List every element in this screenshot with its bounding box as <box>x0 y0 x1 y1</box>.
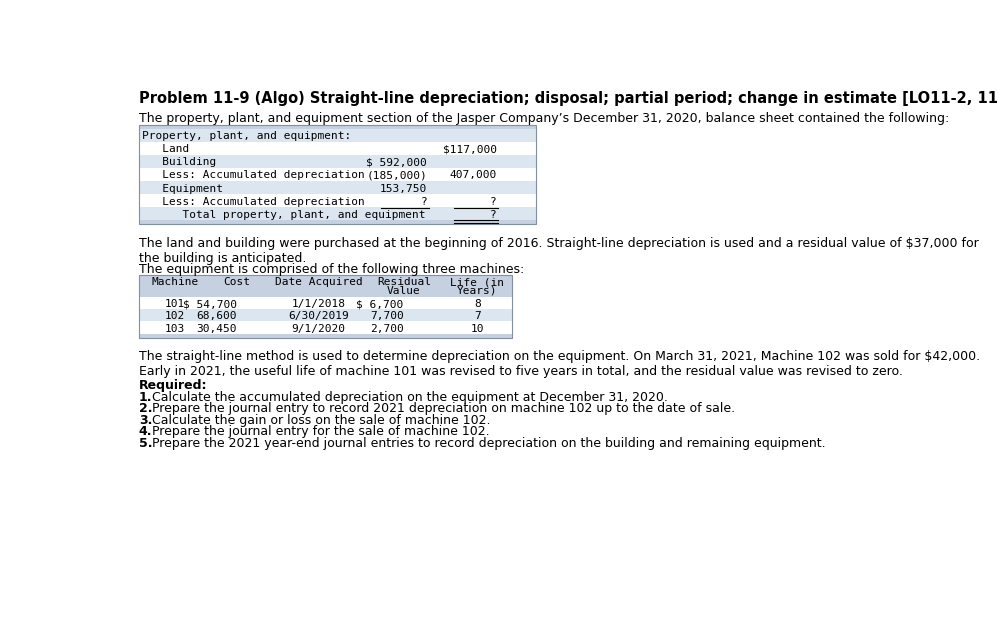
Text: 9/1/2020: 9/1/2020 <box>291 324 345 334</box>
Text: Cost: Cost <box>224 278 250 288</box>
Text: ?: ? <box>490 209 497 220</box>
Text: Value: Value <box>387 286 420 296</box>
Bar <box>139 220 536 225</box>
Text: The property, plant, and equipment section of the Jasper Company’s December 31, : The property, plant, and equipment secti… <box>139 112 949 125</box>
Text: Calculate the accumulated depreciation on the equipment at December 31, 2020.: Calculate the accumulated depreciation o… <box>148 391 668 404</box>
Text: 1.: 1. <box>139 391 153 404</box>
Text: Equipment: Equipment <box>142 184 223 194</box>
Text: Building: Building <box>142 157 216 167</box>
Text: $ 6,700: $ 6,700 <box>356 299 404 309</box>
Text: Date Acquired: Date Acquired <box>274 278 362 288</box>
Text: Calculate the gain or loss on the sale of machine 102.: Calculate the gain or loss on the sale o… <box>148 414 490 427</box>
Text: 30,450: 30,450 <box>197 324 238 334</box>
Bar <box>139 142 536 155</box>
Text: (185,000): (185,000) <box>366 170 427 180</box>
Text: 2.: 2. <box>139 402 153 415</box>
Bar <box>139 194 536 208</box>
Text: Prepare the journal entry for the sale of machine 102.: Prepare the journal entry for the sale o… <box>148 425 490 439</box>
Bar <box>139 321 512 334</box>
Text: 6/30/2019: 6/30/2019 <box>288 311 349 321</box>
Text: 407,000: 407,000 <box>449 170 497 180</box>
Text: $ 54,700: $ 54,700 <box>183 299 238 309</box>
Bar <box>139 125 536 225</box>
Text: Problem 11-9 (Algo) Straight-line depreciation; disposal; partial period; change: Problem 11-9 (Algo) Straight-line deprec… <box>139 91 998 106</box>
Text: 5.: 5. <box>139 437 153 450</box>
Text: 4.: 4. <box>139 425 153 439</box>
Text: $ 592,000: $ 592,000 <box>366 157 427 167</box>
Bar <box>139 181 536 194</box>
Text: 68,600: 68,600 <box>197 311 238 321</box>
Bar <box>139 275 512 338</box>
Text: 3.: 3. <box>139 414 152 427</box>
Text: Prepare the 2021 year-end journal entries to record depreciation on the building: Prepare the 2021 year-end journal entrie… <box>148 437 825 450</box>
Bar <box>139 309 512 321</box>
Text: ?: ? <box>420 197 427 206</box>
Text: Less: Accumulated depreciation: Less: Accumulated depreciation <box>142 170 364 180</box>
Text: Less: Accumulated depreciation: Less: Accumulated depreciation <box>142 197 364 206</box>
Text: The land and building were purchased at the beginning of 2016. Straight-line dep: The land and building were purchased at … <box>139 237 978 264</box>
Text: Required:: Required: <box>139 379 208 392</box>
Text: 10: 10 <box>471 324 484 334</box>
Text: Land: Land <box>142 144 189 154</box>
Text: Total property, plant, and equipment: Total property, plant, and equipment <box>142 209 425 220</box>
Bar <box>139 125 536 129</box>
Text: 7,700: 7,700 <box>370 311 404 321</box>
Text: 8: 8 <box>474 299 481 309</box>
Text: 1/1/2018: 1/1/2018 <box>291 299 345 309</box>
Bar <box>139 208 536 220</box>
Bar <box>139 334 512 338</box>
Text: Prepare the journal entry to record 2021 depreciation on machine 102 up to the d: Prepare the journal entry to record 2021… <box>148 402 736 415</box>
Text: Years): Years) <box>457 286 498 296</box>
Text: 103: 103 <box>165 324 186 334</box>
Text: ?: ? <box>490 197 497 206</box>
Text: The straight-line method is used to determine depreciation on the equipment. On : The straight-line method is used to dete… <box>139 350 980 378</box>
Text: 101: 101 <box>165 299 186 309</box>
Text: 7: 7 <box>474 311 481 321</box>
Bar <box>139 155 536 168</box>
Text: 102: 102 <box>165 311 186 321</box>
Text: 153,750: 153,750 <box>380 184 427 194</box>
Text: The equipment is comprised of the following three machines:: The equipment is comprised of the follow… <box>139 263 524 276</box>
Text: Machine: Machine <box>152 278 199 288</box>
Text: Life (in: Life (in <box>450 278 504 288</box>
Text: $117,000: $117,000 <box>443 144 497 154</box>
Bar <box>139 297 512 309</box>
Bar <box>139 168 536 181</box>
Text: Residual: Residual <box>377 278 431 288</box>
Bar <box>139 275 512 297</box>
Bar <box>139 129 536 142</box>
Text: Property, plant, and equipment:: Property, plant, and equipment: <box>142 131 351 141</box>
Text: 2,700: 2,700 <box>370 324 404 334</box>
